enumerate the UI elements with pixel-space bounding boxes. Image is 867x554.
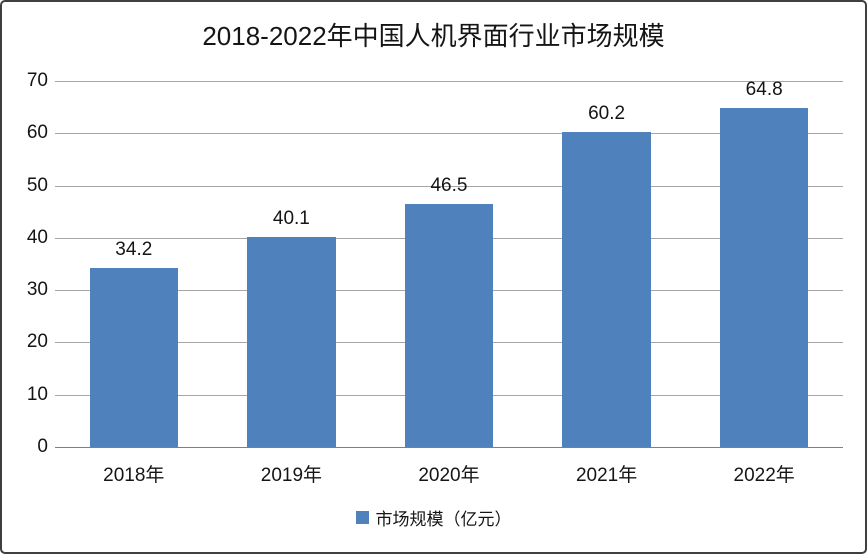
bar-series: 34.2 40.1 46.5 60.2 64.8 bbox=[55, 79, 843, 447]
bar-2018年: 34.2 bbox=[89, 239, 178, 447]
bar-value-label: 40.1 bbox=[272, 208, 310, 230]
x-axis-tick-label: 2019年 bbox=[260, 465, 323, 486]
bar-slot: 60.2 bbox=[528, 81, 686, 447]
y-axis-tick-label: 40 bbox=[26, 226, 48, 248]
bar-2021年: 60.2 bbox=[562, 103, 651, 447]
y-axis-tick-label: 20 bbox=[26, 331, 48, 353]
x-axis: 2018年 2019年 2020年 2021年 2022年 bbox=[55, 460, 843, 487]
bar-value-label: 60.2 bbox=[588, 103, 626, 125]
gridline bbox=[55, 81, 843, 82]
bar-2022年: 64.8 bbox=[720, 79, 809, 447]
y-axis-tick-label: 50 bbox=[26, 174, 48, 196]
legend: 市场规模（亿元） bbox=[2, 505, 865, 530]
bar-value-label: 64.8 bbox=[745, 79, 783, 101]
x-axis-tick-label: 2022年 bbox=[733, 465, 795, 486]
gridline bbox=[55, 133, 843, 135]
gridline bbox=[55, 185, 843, 187]
x-axis-tick-label: 2020年 bbox=[418, 465, 480, 486]
bar-2020年: 46.5 bbox=[404, 175, 494, 447]
y-axis-tick-label: 60 bbox=[26, 122, 48, 144]
x-axis-tick-label: 2021年 bbox=[575, 465, 638, 486]
y-axis-tick-label: 0 bbox=[37, 436, 48, 457]
legend-swatch-icon bbox=[355, 511, 369, 524]
y-axis-tick-label: 30 bbox=[26, 279, 48, 301]
bar-slot: 64.8 bbox=[685, 79, 843, 447]
bar-slot: 34.2 bbox=[55, 81, 213, 447]
bar-value-label: 34.2 bbox=[115, 239, 153, 261]
bar-2019年: 40.1 bbox=[247, 208, 336, 447]
legend-label: 市场规模（亿元） bbox=[375, 510, 512, 529]
x-axis-tick-label: 2018年 bbox=[103, 465, 165, 486]
y-axis-tick-label: 70 bbox=[26, 70, 48, 91]
chart-title: 2018-2022年中国人机界面行业市场规模 bbox=[202, 21, 665, 51]
plot-area: 34.2 40.1 46.5 60.2 64.8 bbox=[55, 79, 843, 448]
y-axis-tick-label: 10 bbox=[26, 383, 48, 405]
bar-slot: 40.1 bbox=[213, 81, 371, 447]
bar-value-label: 46.5 bbox=[430, 174, 468, 196]
y-axis: 0 10 20 30 40 50 60 70 bbox=[2, 70, 48, 457]
bar-slot: 46.5 bbox=[370, 81, 528, 447]
